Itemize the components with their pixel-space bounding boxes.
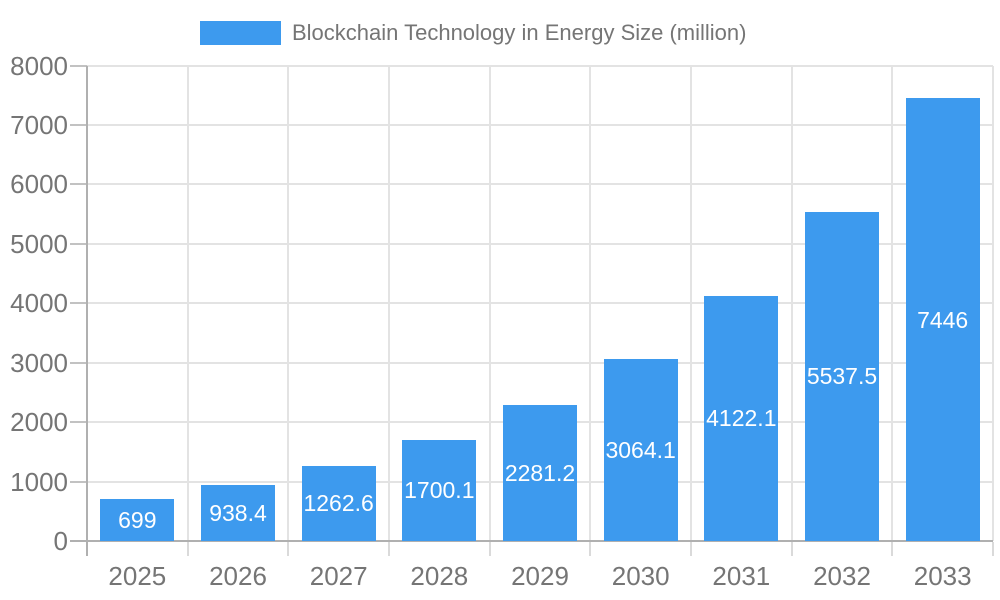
y-axis-tick-label: 2000	[10, 407, 68, 438]
x-axis-tick	[790, 542, 793, 556]
bar-value-label: 938.4	[209, 500, 267, 527]
x-axis-tick	[589, 542, 592, 556]
v-gridline	[488, 65, 491, 541]
y-axis-tick-label: 4000	[10, 288, 68, 319]
x-axis-tick	[690, 542, 692, 556]
bar-2025[interactable]	[100, 499, 175, 541]
x-axis-tick-label: 2031	[712, 561, 771, 591]
y-axis-tick	[70, 183, 87, 186]
v-gridline	[992, 65, 994, 541]
y-axis-tick	[70, 361, 87, 364]
bar-2028[interactable]	[402, 439, 477, 541]
v-gridline	[388, 65, 390, 541]
y-axis-tick-label: 7000	[10, 109, 68, 140]
h-gridline	[87, 361, 993, 364]
x-axis-tick-label: 2033	[913, 561, 972, 591]
x-axis-tick-label: 2030	[611, 561, 670, 591]
h-gridline	[87, 183, 993, 186]
y-axis-tick	[70, 123, 87, 126]
bar-value-label: 4122.1	[706, 405, 777, 432]
v-gridline	[186, 65, 189, 541]
bar-2027[interactable]	[301, 465, 376, 541]
y-axis-tick-label: 6000	[10, 169, 68, 200]
legend-label: Blockchain Technology in Energy Size (mi…	[292, 20, 747, 45]
bar-2031[interactable]	[704, 295, 779, 541]
v-gridline	[690, 65, 692, 541]
y-axis-line	[86, 65, 88, 556]
bar-value-label: 699	[118, 507, 157, 534]
x-axis-tick-label: 2032	[813, 561, 871, 591]
h-gridline	[87, 64, 993, 67]
legend[interactable]: Blockchain Technology in Energy Size (mi…	[200, 21, 746, 45]
x-axis-tick	[488, 542, 491, 556]
y-axis-tick	[70, 64, 87, 67]
bar-value-label: 2281.2	[504, 460, 576, 487]
h-gridline	[87, 123, 993, 126]
x-axis-tick	[992, 542, 994, 556]
x-axis-tick-label: 2028	[410, 561, 469, 591]
y-axis-tick-label: 5000	[10, 228, 68, 259]
bar-2026[interactable]	[201, 485, 275, 541]
bar-value-label: 1262.6	[303, 490, 374, 517]
y-axis-tick-label: 8000	[10, 50, 68, 81]
bar-value-label: 3064.1	[605, 436, 676, 463]
y-axis-tick	[70, 480, 87, 483]
bar-value-label: 5537.5	[806, 363, 878, 390]
h-gridline	[87, 242, 993, 245]
x-axis-tick	[388, 542, 390, 556]
x-axis-baseline	[70, 540, 993, 542]
x-axis-tick-label: 2027	[309, 561, 368, 591]
x-axis-tick	[287, 542, 290, 556]
y-axis-tick	[70, 421, 87, 424]
bar-2029[interactable]	[503, 405, 577, 541]
x-axis-tick-label: 2025	[108, 561, 167, 591]
bar-2032[interactable]	[805, 211, 879, 541]
y-axis-tick	[70, 242, 87, 245]
v-gridline	[287, 65, 290, 541]
y-axis-tick-label: 3000	[10, 347, 68, 378]
x-axis-tick	[186, 542, 189, 556]
bar-2033[interactable]	[905, 98, 980, 541]
bar-value-label: 1700.1	[404, 477, 475, 504]
y-axis-tick	[70, 302, 87, 305]
x-axis-tick-label: 2026	[209, 561, 267, 591]
h-gridline	[87, 302, 993, 305]
y-axis-tick-label: 0	[53, 526, 68, 556]
legend-swatch-icon	[200, 21, 281, 45]
x-axis-tick	[891, 542, 894, 556]
v-gridline	[589, 65, 592, 541]
y-axis-tick-label: 1000	[10, 466, 68, 497]
v-gridline	[790, 65, 793, 541]
bar-2030[interactable]	[603, 358, 678, 541]
bar-value-label: 7446	[917, 306, 969, 333]
x-axis-tick-label: 2029	[511, 561, 569, 591]
v-gridline	[891, 65, 894, 541]
